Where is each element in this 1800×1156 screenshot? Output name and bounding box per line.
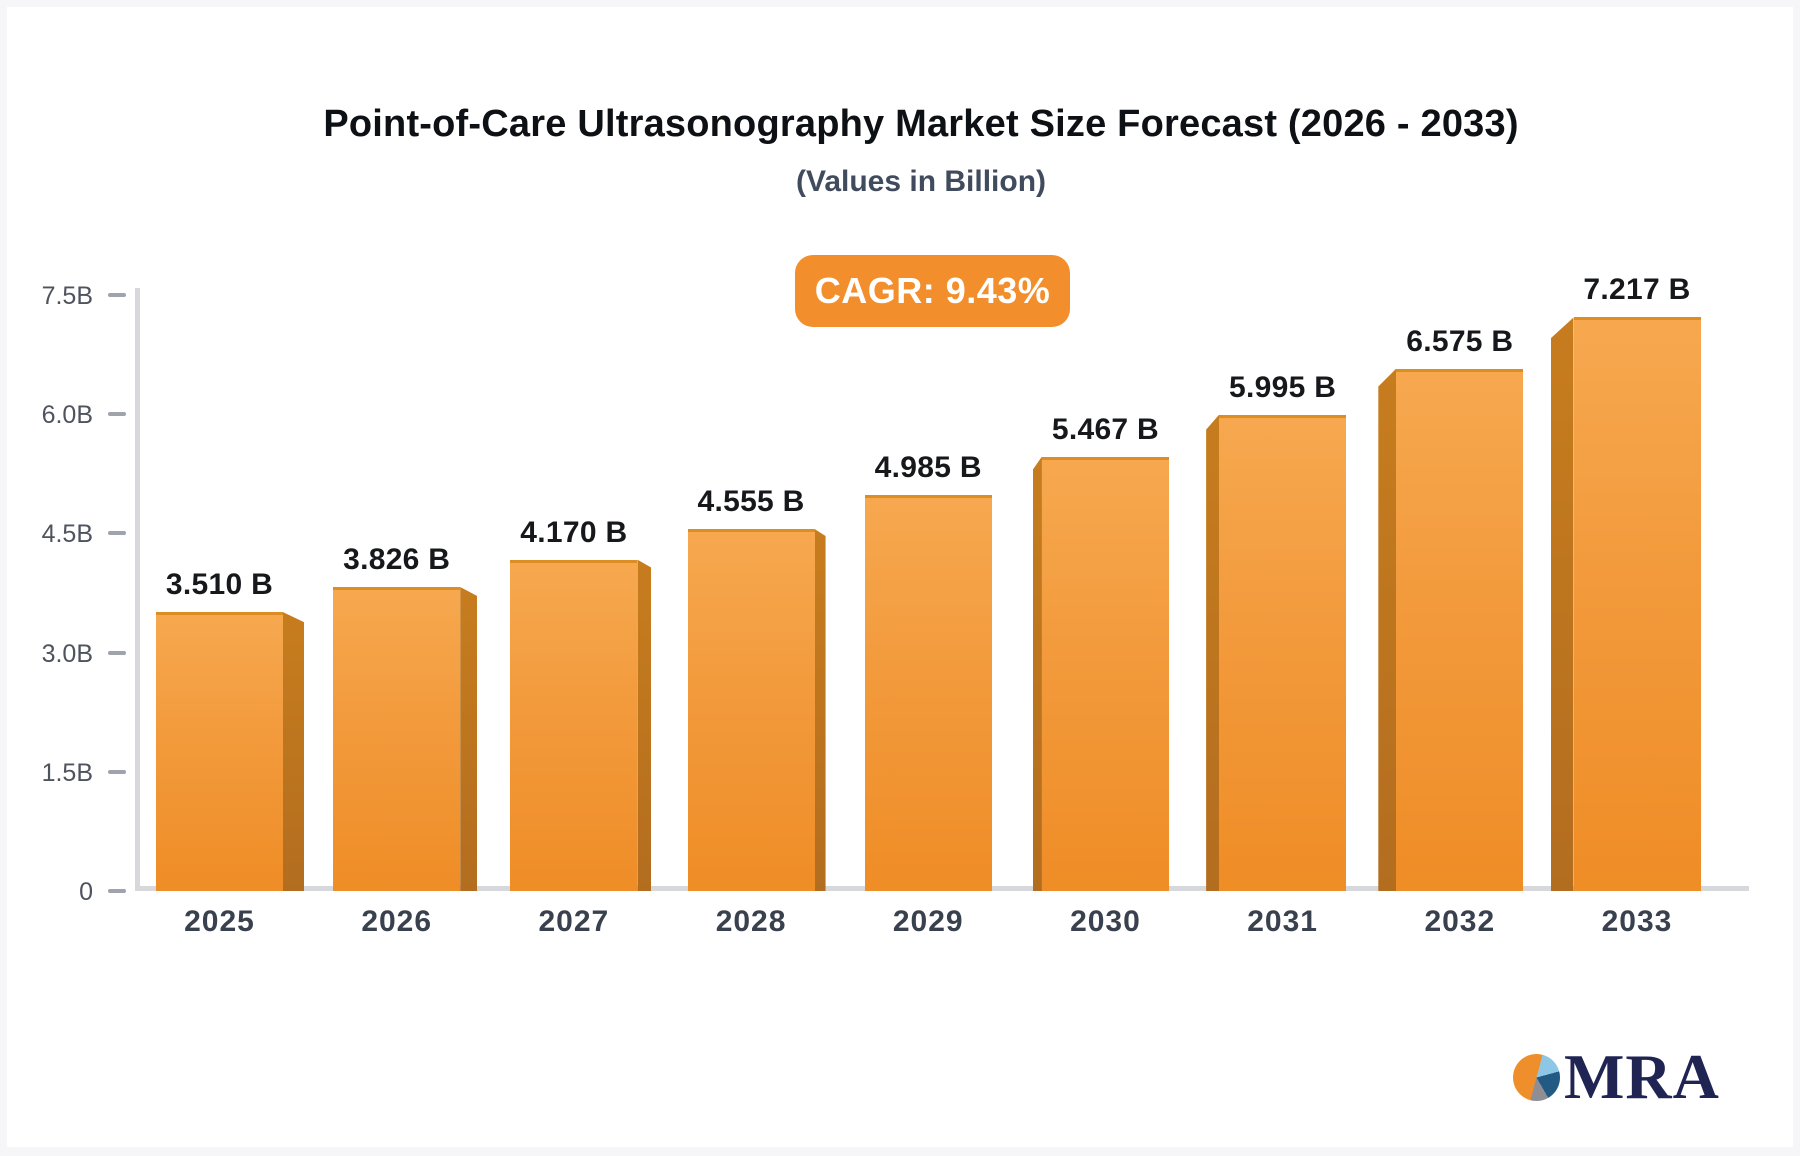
bar-2031: [1219, 414, 1347, 891]
y-tick-label: 6.0B: [41, 401, 93, 430]
y-tick-mark: [108, 650, 126, 655]
bar-side-face: [1032, 456, 1042, 891]
x-axis-label: 2033: [1601, 905, 1673, 938]
bar-value-label: 6.575 B: [1406, 324, 1514, 358]
bar-value-label: 5.467 B: [1051, 412, 1160, 446]
y-tick-label: 3.0B: [41, 639, 93, 668]
y-tick-label: 1.5B: [41, 758, 93, 787]
bar-value-label: 3.826 B: [343, 542, 451, 576]
bar-value-label: 3.510 B: [165, 568, 274, 602]
bar-2029: [864, 494, 992, 891]
bar-side-face: [814, 529, 826, 891]
y-tick-label: 0: [79, 878, 93, 906]
chart-card: Point-of-Care Ultrasonography Market Siz…: [7, 7, 1793, 1147]
y-tick-mark: [108, 531, 126, 536]
bar-2028: [687, 529, 815, 891]
y-tick-mark: [108, 412, 126, 417]
bar-value-label: 5.995 B: [1229, 370, 1337, 404]
bar-2025: [156, 612, 283, 891]
y-tick-label: 7.5B: [41, 282, 93, 310]
brand-logo: MRA: [1513, 1037, 1720, 1117]
bar-2030: [1041, 456, 1169, 891]
y-tick-mark: [108, 293, 126, 297]
y-tick-mark: [108, 889, 126, 893]
x-axis-label: 2030: [1070, 905, 1141, 938]
bar-value-label: 4.555 B: [697, 485, 805, 519]
brand-logo-text: MRA: [1564, 1041, 1720, 1112]
x-axis-label: 2031: [1247, 905, 1318, 938]
y-axis-line: [135, 288, 140, 888]
bar-side-face: [283, 612, 304, 891]
bar-value-label: 4.170 B: [520, 515, 628, 549]
bar-side-face: [1550, 317, 1574, 891]
cagr-badge: CAGR: 9.43%: [795, 255, 1070, 327]
x-axis-label: 2029: [892, 905, 964, 938]
y-tick-mark: [108, 769, 126, 774]
bar-2033: [1573, 317, 1701, 891]
bar-2026: [333, 586, 461, 891]
bar-side-face: [637, 559, 652, 891]
bar-value-label: 7.217 B: [1583, 273, 1691, 307]
bar-2027: [510, 559, 638, 891]
bar-value-label: 4.985 B: [874, 450, 982, 484]
x-axis-label: 2026: [361, 905, 433, 938]
x-axis-label: 2027: [538, 905, 610, 938]
pie-chart-logo-icon: [1513, 1053, 1560, 1101]
x-axis-label: 2025: [184, 905, 255, 938]
bar-side-face: [1206, 414, 1220, 891]
chart-title: Point-of-Care Ultrasonography Market Siz…: [323, 103, 1519, 145]
chart-subtitle: (Values in Billion): [795, 165, 1047, 198]
y-tick-label: 4.5B: [41, 520, 93, 549]
x-axis-label: 2028: [715, 905, 787, 938]
x-axis-label: 2032: [1424, 905, 1496, 938]
bar-side-face: [1378, 368, 1397, 891]
bar-side-face: [460, 586, 478, 891]
bar-2032: [1396, 368, 1524, 891]
